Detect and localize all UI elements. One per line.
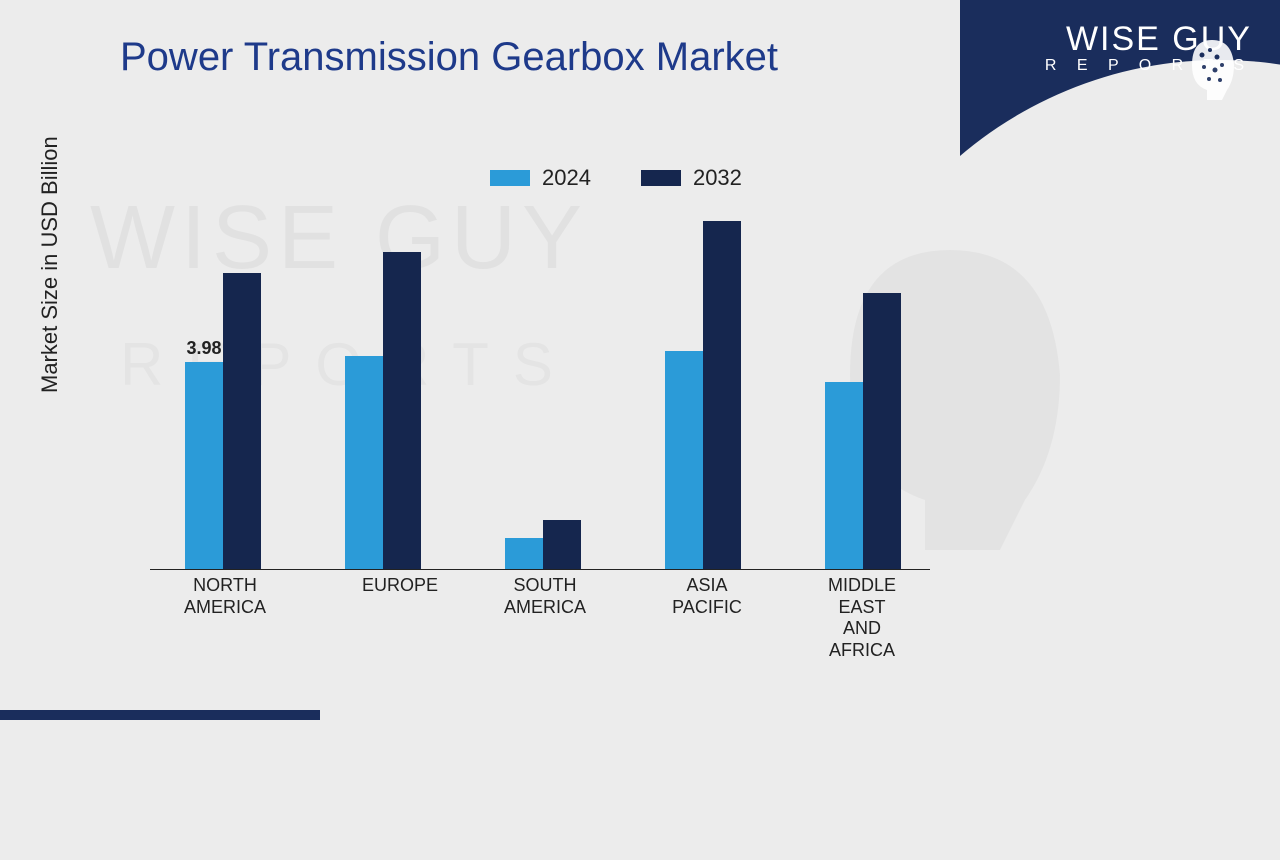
bar — [383, 252, 421, 569]
x-axis-category: ASIAPACIFIC — [647, 575, 767, 618]
brand-logo: WISE GUY R E P O R T S — [1045, 20, 1252, 75]
bar — [505, 538, 543, 569]
x-axis-category: SOUTHAMERICA — [485, 575, 605, 618]
bar — [825, 382, 863, 569]
bar — [543, 520, 581, 569]
x-axis-category: MIDDLEEASTANDAFRICA — [802, 575, 922, 661]
x-axis-category: EUROPE — [340, 575, 460, 597]
x-axis-category: NORTHAMERICA — [165, 575, 285, 618]
bar — [665, 351, 703, 569]
plot-region: 3.98 — [150, 180, 930, 570]
bar — [703, 221, 741, 569]
bar-value-label: 3.98 — [185, 338, 223, 359]
bar — [863, 293, 901, 569]
chart-area: Market Size in USD Billion 3.98 NORTHAME… — [90, 180, 930, 590]
bar — [223, 273, 261, 569]
head-icon — [1182, 35, 1242, 105]
bar: 3.98 — [185, 362, 223, 569]
y-axis-label: Market Size in USD Billion — [37, 136, 63, 393]
chart-title: Power Transmission Gearbox Market — [120, 35, 778, 80]
bar — [345, 356, 383, 569]
bottom-accent-bar — [0, 710, 320, 720]
